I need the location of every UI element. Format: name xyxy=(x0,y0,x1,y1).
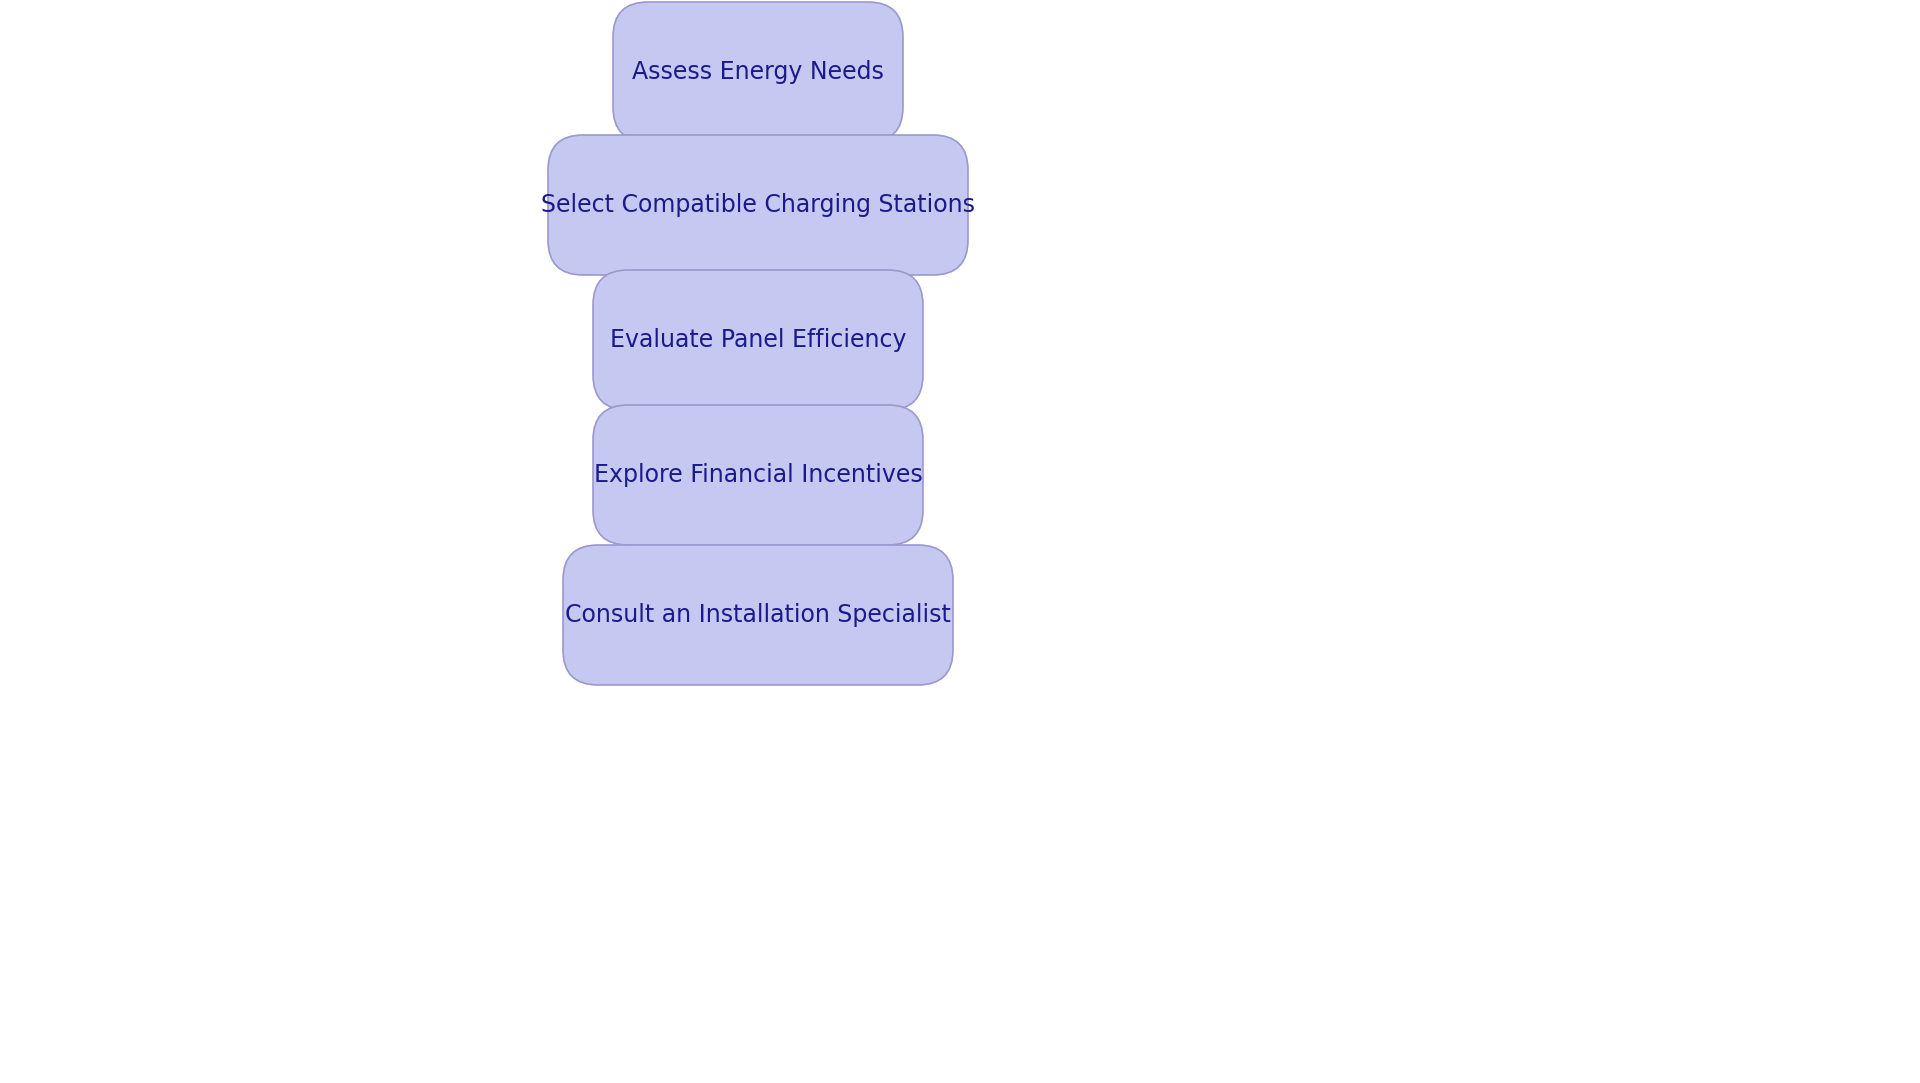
Text: Select Compatible Charging Stations: Select Compatible Charging Stations xyxy=(541,193,975,217)
Text: Consult an Installation Specialist: Consult an Installation Specialist xyxy=(564,603,950,627)
Text: Assess Energy Needs: Assess Energy Needs xyxy=(632,60,883,84)
FancyBboxPatch shape xyxy=(563,545,952,686)
FancyBboxPatch shape xyxy=(547,135,968,275)
Text: Explore Financial Incentives: Explore Financial Incentives xyxy=(593,464,922,487)
FancyBboxPatch shape xyxy=(593,405,924,545)
Text: Evaluate Panel Efficiency: Evaluate Panel Efficiency xyxy=(611,328,906,352)
FancyBboxPatch shape xyxy=(593,270,924,410)
FancyBboxPatch shape xyxy=(612,2,902,142)
